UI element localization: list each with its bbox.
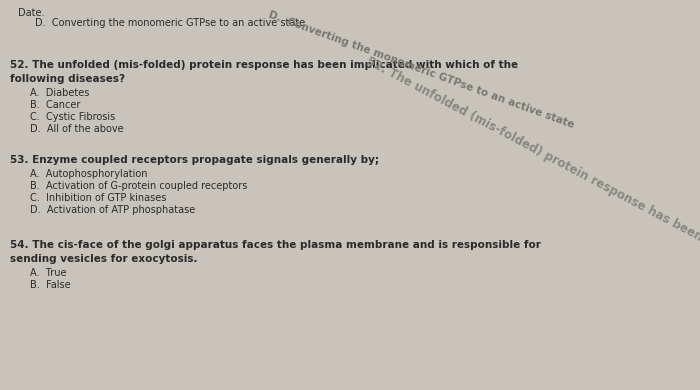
Text: 53. Enzyme coupled receptors propagate signals generally by;: 53. Enzyme coupled receptors propagate s… [10,155,379,165]
Text: 54. The cis-face of the golgi apparatus faces the plasma membrane and is respons: 54. The cis-face of the golgi apparatus … [10,240,541,250]
Text: 52. The unfolded (mis-folded) protein response has been implicated with which of: 52. The unfolded (mis-folded) protein re… [364,55,700,335]
Text: sending vesicles for exocytosis.: sending vesicles for exocytosis. [10,254,197,264]
Text: D.  Converting the monomeric GTPse to an active state: D. Converting the monomeric GTPse to an … [35,18,305,28]
Text: C.  Cystic Fibrosis: C. Cystic Fibrosis [30,112,116,122]
Text: C.  Inhibition of GTP kinases: C. Inhibition of GTP kinases [30,193,167,203]
Text: A.  Autophosphorylation: A. Autophosphorylation [30,169,148,179]
Text: A.  True: A. True [30,268,66,278]
Text: D.  All of the above: D. All of the above [30,124,124,134]
Text: D.  Converting the monomeric GTPse to an active state: D. Converting the monomeric GTPse to an … [267,10,575,130]
Text: D.  Activation of ATP phosphatase: D. Activation of ATP phosphatase [30,205,195,215]
Text: B.  False: B. False [30,280,71,290]
Text: 52. The unfolded (mis-folded) protein response has been implicated with which of: 52. The unfolded (mis-folded) protein re… [10,60,518,70]
Text: B.  Activation of G-protein coupled receptors: B. Activation of G-protein coupled recep… [30,181,247,191]
Text: following diseases?: following diseases? [10,74,125,84]
Text: Date.: Date. [18,8,45,18]
Text: A.  Diabetes: A. Diabetes [30,88,90,98]
Text: B.  Cancer: B. Cancer [30,100,80,110]
